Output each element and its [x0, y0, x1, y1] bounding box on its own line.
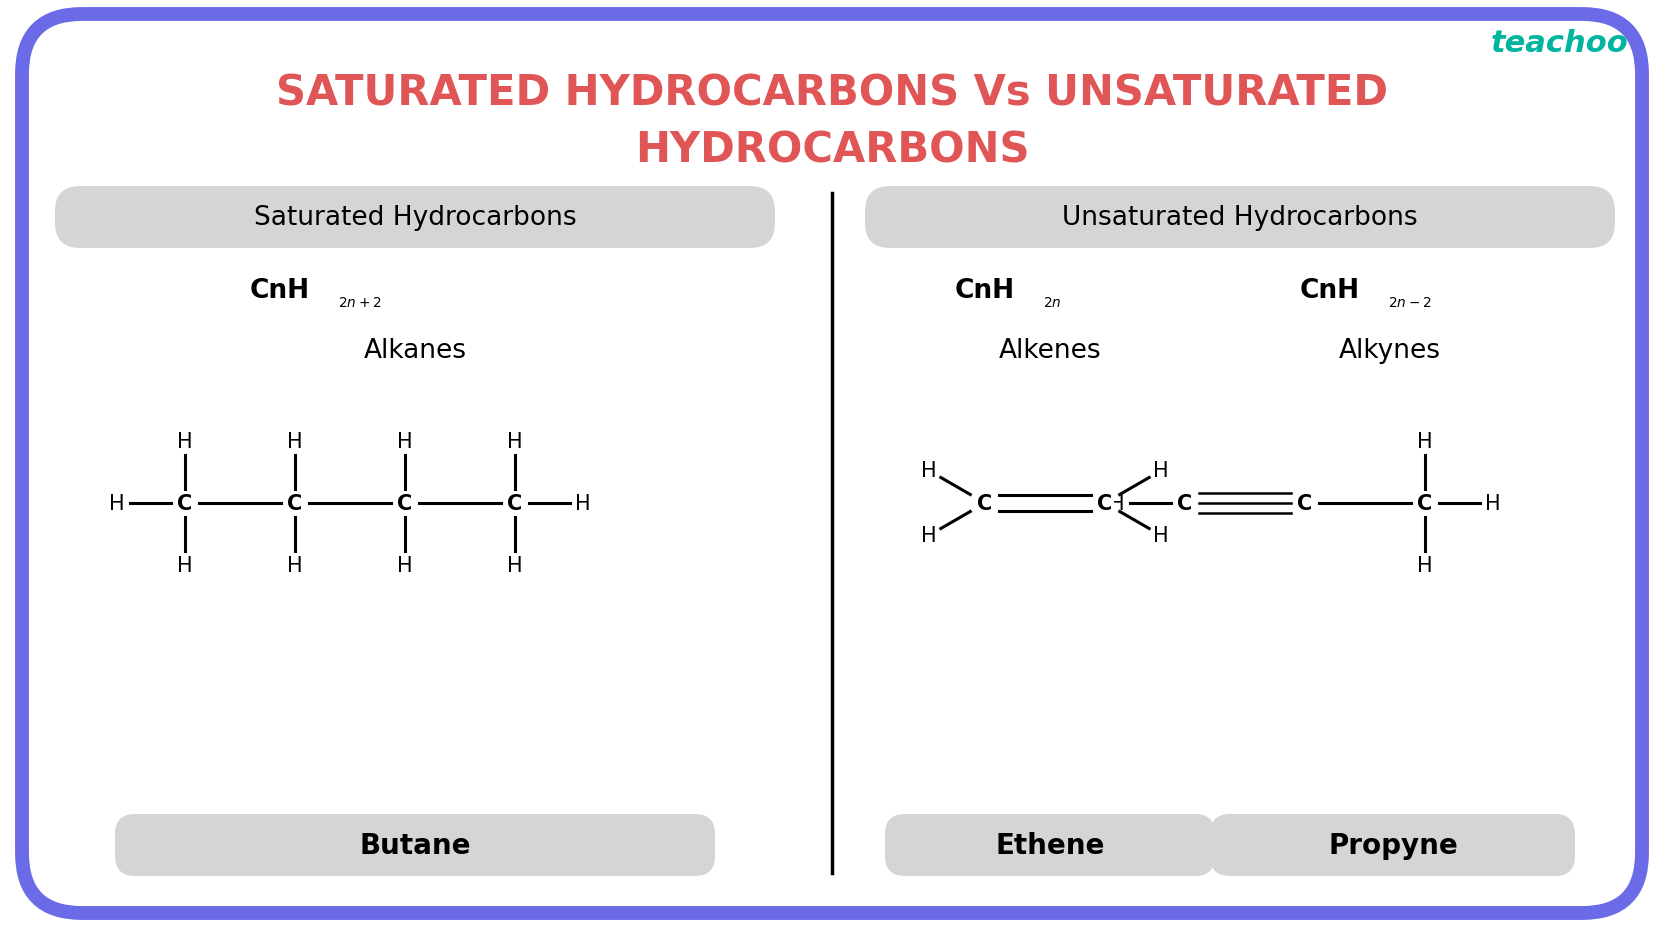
Text: C: C: [1418, 494, 1433, 513]
Text: H: H: [110, 494, 125, 513]
Text: H: H: [1418, 432, 1433, 452]
Text: Unsaturated Hydrocarbons: Unsaturated Hydrocarbons: [1062, 205, 1418, 231]
FancyBboxPatch shape: [865, 187, 1616, 249]
Text: Butane: Butane: [359, 831, 471, 859]
Text: H: H: [176, 555, 193, 575]
Text: CnH: CnH: [1300, 277, 1359, 303]
Text: H: H: [920, 526, 937, 546]
Text: H: H: [508, 432, 522, 452]
Text: CnH: CnH: [250, 277, 310, 303]
FancyBboxPatch shape: [115, 814, 716, 876]
Text: Propyne: Propyne: [1328, 831, 1458, 859]
Text: H: H: [1486, 494, 1501, 513]
Text: H: H: [398, 555, 413, 575]
Text: H: H: [576, 494, 591, 513]
Text: H: H: [288, 555, 303, 575]
Text: C: C: [288, 494, 303, 513]
Text: H: H: [920, 461, 937, 481]
Text: H: H: [398, 432, 413, 452]
Text: C: C: [1097, 494, 1113, 513]
Text: H: H: [1153, 526, 1170, 546]
Text: SATURATED HYDROCARBONS Vs UNSATURATED: SATURATED HYDROCARBONS Vs UNSATURATED: [276, 73, 1388, 115]
Text: C: C: [1178, 494, 1193, 513]
FancyBboxPatch shape: [885, 814, 1215, 876]
Text: CnH: CnH: [955, 277, 1015, 303]
Text: H: H: [1418, 555, 1433, 575]
Text: H: H: [288, 432, 303, 452]
Text: H: H: [1110, 494, 1125, 513]
Text: HYDROCARBONS: HYDROCARBONS: [634, 130, 1030, 172]
Text: Alkenes: Alkenes: [998, 338, 1102, 364]
Text: Saturated Hydrocarbons: Saturated Hydrocarbons: [253, 205, 576, 231]
FancyBboxPatch shape: [22, 15, 1642, 913]
Text: teachoo: teachoo: [1491, 30, 1629, 58]
Text: H: H: [1153, 461, 1170, 481]
Text: $_{2n}$: $_{2n}$: [1043, 291, 1062, 310]
Text: H: H: [176, 432, 193, 452]
Text: Alkanes: Alkanes: [363, 338, 466, 364]
FancyBboxPatch shape: [1210, 814, 1576, 876]
Text: H: H: [508, 555, 522, 575]
Text: C: C: [508, 494, 522, 513]
FancyBboxPatch shape: [55, 187, 775, 249]
Text: $_{2n+2}$: $_{2n+2}$: [338, 291, 381, 310]
Text: C: C: [1298, 494, 1313, 513]
Text: Ethene: Ethene: [995, 831, 1105, 859]
Text: C: C: [398, 494, 413, 513]
Text: C: C: [178, 494, 193, 513]
Text: C: C: [977, 494, 993, 513]
Text: $_{2n-2}$: $_{2n-2}$: [1388, 291, 1431, 310]
Text: Alkynes: Alkynes: [1340, 338, 1441, 364]
